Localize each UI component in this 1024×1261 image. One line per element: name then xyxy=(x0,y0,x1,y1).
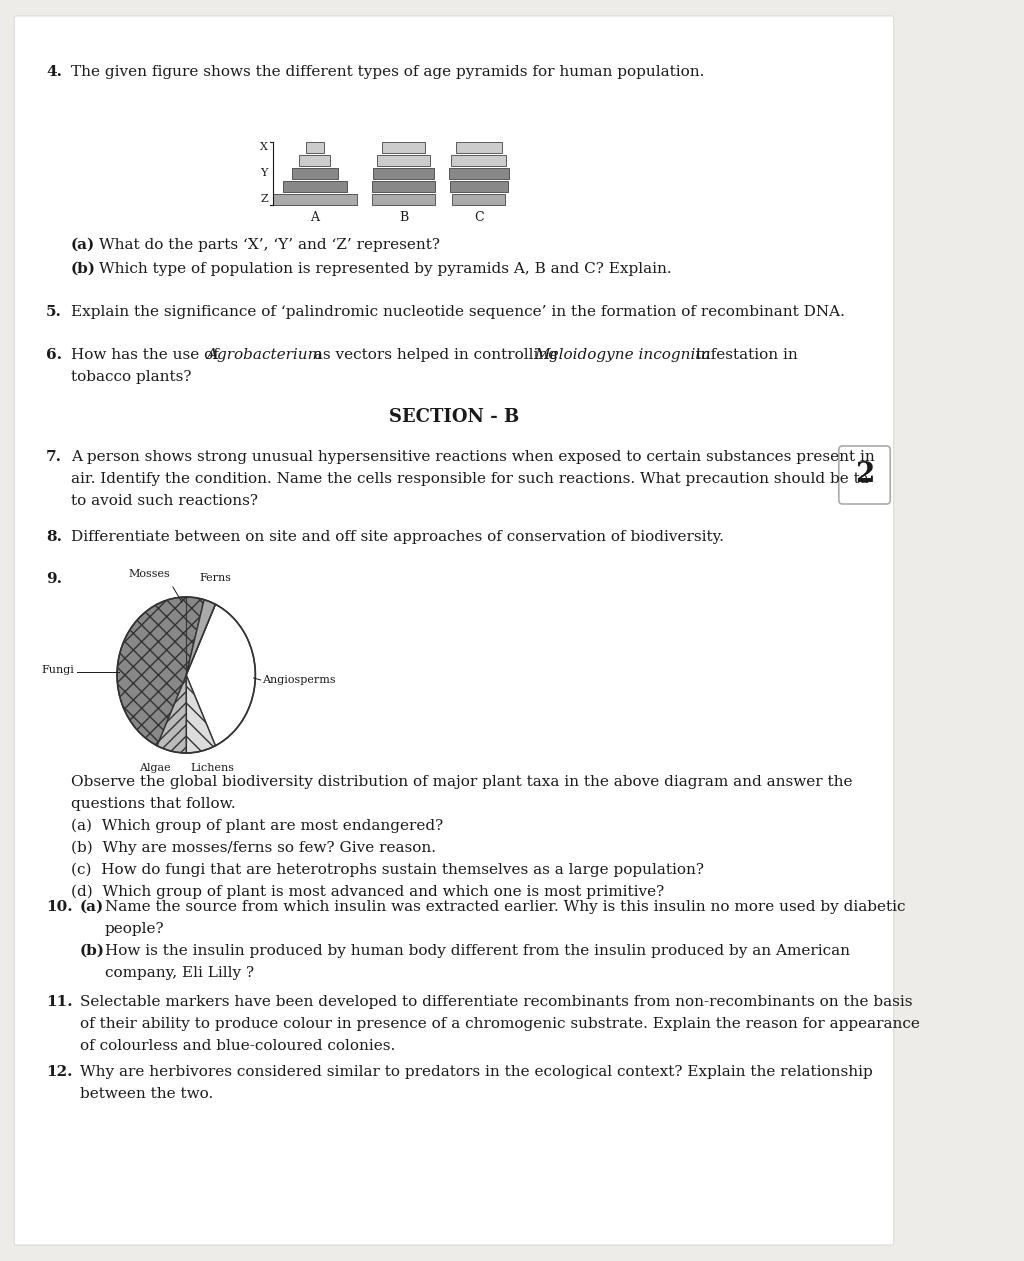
Text: Fungi: Fungi xyxy=(42,665,75,675)
Text: Angiosperms: Angiosperms xyxy=(262,675,336,685)
Text: of colourless and blue-coloured colonies.: of colourless and blue-coloured colonies… xyxy=(80,1039,395,1053)
Wedge shape xyxy=(117,596,204,745)
Text: (b): (b) xyxy=(80,944,104,958)
Text: SECTION - B: SECTION - B xyxy=(389,409,519,426)
Text: Y: Y xyxy=(260,169,268,179)
Text: company, Eli Lilly ?: company, Eli Lilly ? xyxy=(104,966,254,980)
Bar xyxy=(450,182,508,192)
Text: as vectors helped in controlling: as vectors helped in controlling xyxy=(309,348,563,362)
Bar xyxy=(456,142,502,153)
FancyBboxPatch shape xyxy=(14,16,894,1245)
Text: people?: people? xyxy=(104,922,164,936)
Wedge shape xyxy=(186,600,215,675)
Text: (c)  How do fungi that are heterotrophs sustain themselves as a large population: (c) How do fungi that are heterotrophs s… xyxy=(71,863,703,878)
Text: (a)  Which group of plant are most endangered?: (a) Which group of plant are most endang… xyxy=(71,818,443,834)
Bar xyxy=(292,168,338,179)
Text: Agrobacterium: Agrobacterium xyxy=(207,348,323,362)
Text: The given figure shows the different types of age pyramids for human population.: The given figure shows the different typ… xyxy=(71,66,705,79)
Wedge shape xyxy=(186,604,215,675)
Bar xyxy=(283,182,347,192)
Bar xyxy=(452,155,506,166)
Wedge shape xyxy=(186,604,255,745)
Bar xyxy=(382,142,425,153)
Text: Meloidogyne incognita: Meloidogyne incognita xyxy=(535,348,711,362)
Text: tobacco plants?: tobacco plants? xyxy=(71,369,191,385)
Text: Which type of population is represented by pyramids A, B and C? Explain.: Which type of population is represented … xyxy=(99,262,672,276)
Text: 9.: 9. xyxy=(46,572,62,586)
Text: X: X xyxy=(260,142,268,153)
Bar xyxy=(374,168,433,179)
Bar xyxy=(372,182,435,192)
Text: air. Identify the condition. Name the cells responsible for such reactions. What: air. Identify the condition. Name the ce… xyxy=(71,472,868,485)
Text: What do the parts ‘X’, ‘Y’ and ‘Z’ represent?: What do the parts ‘X’, ‘Y’ and ‘Z’ repre… xyxy=(99,238,440,252)
Text: Explain the significance of ‘palindromic nucleotide sequence’ in the formation o: Explain the significance of ‘palindromic… xyxy=(71,305,845,319)
Bar xyxy=(377,155,430,166)
Text: infestation in: infestation in xyxy=(691,348,798,362)
Text: (a): (a) xyxy=(71,238,95,252)
Text: Algae: Algae xyxy=(138,763,170,773)
Text: 8.: 8. xyxy=(46,530,62,543)
Text: (d)  Which group of plant is most advanced and which one is most primitive?: (d) Which group of plant is most advance… xyxy=(71,885,665,899)
Text: Differentiate between on site and off site approaches of conservation of biodive: Differentiate between on site and off si… xyxy=(71,530,724,543)
Text: (b)  Why are mosses/ferns so few? Give reason.: (b) Why are mosses/ferns so few? Give re… xyxy=(71,841,436,855)
Text: A: A xyxy=(310,211,319,224)
Text: Mosses: Mosses xyxy=(128,569,170,579)
Bar xyxy=(453,194,506,206)
Bar xyxy=(306,142,324,153)
Bar xyxy=(372,194,435,206)
FancyBboxPatch shape xyxy=(839,446,890,504)
Wedge shape xyxy=(157,675,186,753)
Text: 2: 2 xyxy=(855,462,874,488)
Bar xyxy=(449,168,509,179)
Text: Ferns: Ferns xyxy=(200,572,231,583)
Text: 6.: 6. xyxy=(46,348,62,362)
Text: B: B xyxy=(398,211,409,224)
Text: C: C xyxy=(474,211,483,224)
Text: between the two.: between the two. xyxy=(80,1087,213,1101)
Text: to avoid such reactions?: to avoid such reactions? xyxy=(71,494,258,508)
Bar xyxy=(272,194,357,206)
Text: Z: Z xyxy=(260,194,268,204)
Wedge shape xyxy=(186,675,215,753)
Text: 10.: 10. xyxy=(46,900,73,914)
Text: (a): (a) xyxy=(80,900,104,914)
Text: 4.: 4. xyxy=(46,66,62,79)
Text: How has the use of: How has the use of xyxy=(71,348,223,362)
Text: Why are herbivores considered similar to predators in the ecological context? Ex: Why are herbivores considered similar to… xyxy=(80,1066,872,1079)
Text: A person shows strong unusual hypersensitive reactions when exposed to certain s: A person shows strong unusual hypersensi… xyxy=(71,450,874,464)
Text: (b): (b) xyxy=(71,262,96,276)
Text: of their ability to produce colour in presence of a chromogenic substrate. Expla: of their ability to produce colour in pr… xyxy=(80,1018,920,1031)
Text: 12.: 12. xyxy=(46,1066,73,1079)
Text: Selectable markers have been developed to differentiate recombinants from non-re: Selectable markers have been developed t… xyxy=(80,995,912,1009)
Text: 11.: 11. xyxy=(46,995,73,1009)
Text: 7.: 7. xyxy=(46,450,62,464)
Text: Observe the global biodiversity distribution of major plant taxa in the above di: Observe the global biodiversity distribu… xyxy=(71,776,852,789)
Text: Name the source from which insulin was extracted earlier. Why is this insulin no: Name the source from which insulin was e… xyxy=(104,900,905,914)
Text: questions that follow.: questions that follow. xyxy=(71,797,236,811)
Text: Lichens: Lichens xyxy=(190,763,234,773)
Text: 5.: 5. xyxy=(46,305,62,319)
Text: How is the insulin produced by human body different from the insulin produced by: How is the insulin produced by human bod… xyxy=(104,944,850,958)
Bar xyxy=(299,155,331,166)
